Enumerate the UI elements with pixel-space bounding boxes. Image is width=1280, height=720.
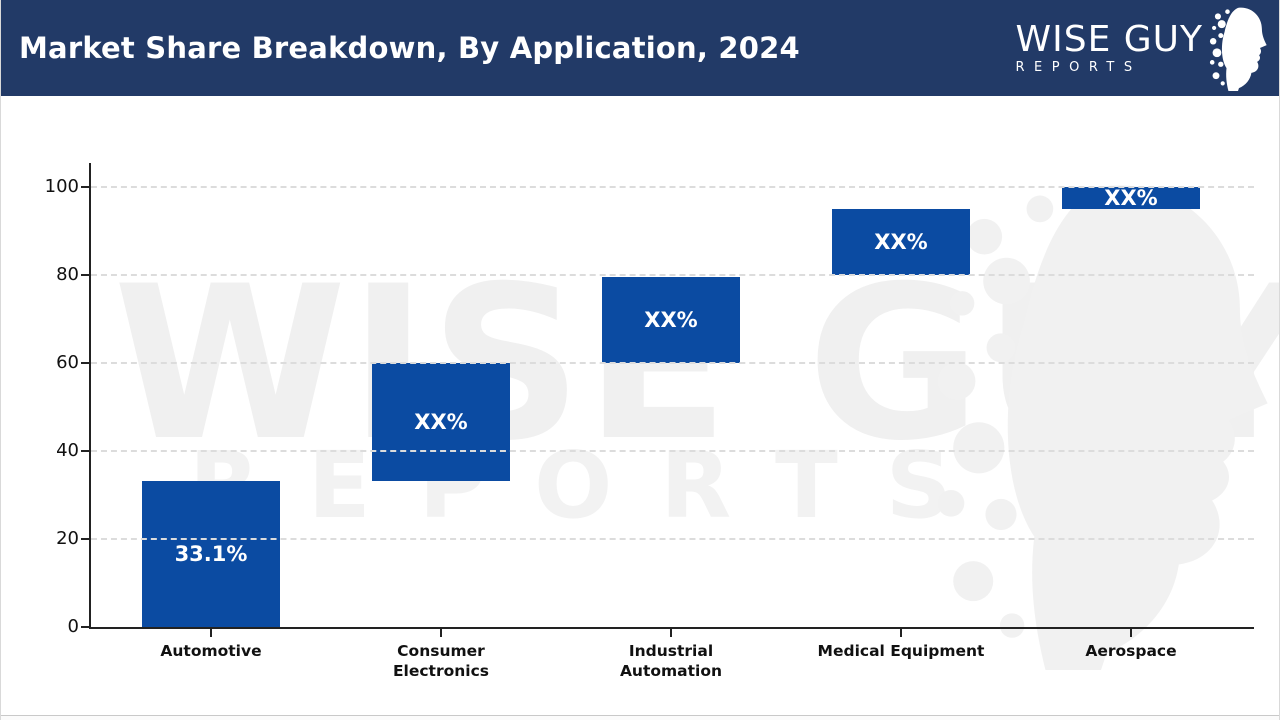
bar-value-label: XX%: [874, 229, 928, 254]
y-tick-label: 80: [56, 264, 79, 285]
category-label-medical-equipment: Medical Equipment: [817, 642, 985, 660]
bar-automotive: 33.1%: [142, 481, 280, 627]
y-tick-mark: [81, 450, 89, 452]
category-label-automotive: Automotive: [160, 642, 262, 660]
y-tick-label: 40: [56, 440, 79, 461]
gridline-y80: [91, 274, 1254, 276]
bar-value-label: 33.1%: [174, 541, 248, 566]
y-tick-mark: [81, 186, 89, 188]
y-tick-mark: [81, 626, 89, 628]
footer-divider: [1, 715, 1279, 720]
y-tick-label: 60: [56, 352, 79, 373]
wise-guy-logo: WISE GUY REPORTS: [1016, 0, 1268, 96]
x-tick-mark: [440, 629, 442, 637]
category-label-aerospace: Aerospace: [1085, 642, 1177, 660]
gridline-y20: [91, 538, 1254, 540]
gridline-y60: [91, 362, 1254, 364]
logo-tagline: REPORTS: [1015, 60, 1142, 75]
category-label-consumer-electronics: Consumer Electronics: [392, 642, 490, 680]
gridline-y40: [91, 450, 1254, 452]
y-tick-mark: [81, 538, 89, 540]
bar-medical-equipment: XX%: [832, 209, 970, 275]
gridline-y100: [91, 186, 1254, 188]
category-label-industrial-automation: Industrial Automation: [619, 642, 723, 680]
x-axis-line: [89, 627, 1254, 629]
bar-value-label: XX%: [644, 307, 698, 332]
y-tick-label: 20: [56, 528, 79, 549]
y-tick-mark: [81, 274, 89, 276]
x-tick-mark: [210, 629, 212, 637]
bar-aerospace: XX%: [1062, 187, 1200, 209]
bar-value-label: XX%: [1104, 185, 1158, 210]
y-tick-label: 100: [44, 176, 79, 197]
x-tick-mark: [670, 629, 672, 637]
y-tick-mark: [81, 362, 89, 364]
logo-text: WISE GUY REPORTS: [1015, 19, 1204, 75]
bar-consumer-electronics: XX%: [372, 363, 510, 482]
wise-guy-head-icon: [1209, 7, 1267, 91]
bar-value-label: XX%: [414, 409, 468, 434]
bar-industrial-automation: XX%: [602, 277, 740, 363]
x-tick-mark: [900, 629, 902, 637]
x-tick-mark: [1130, 629, 1132, 637]
page-title: Market Share Breakdown, By Application, …: [19, 31, 800, 65]
logo-name: WISE GUY: [1015, 19, 1203, 60]
header-bar: Market Share Breakdown, By Application, …: [1, 0, 1279, 96]
y-tick-label: 0: [67, 616, 79, 637]
y-axis-line: [89, 163, 91, 629]
